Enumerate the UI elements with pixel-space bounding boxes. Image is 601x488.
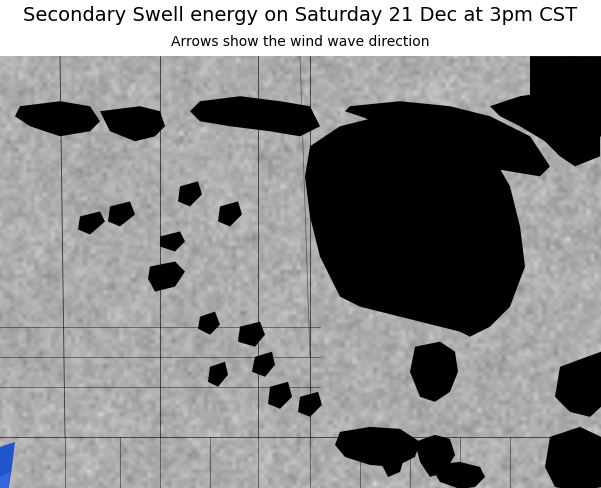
Polygon shape (15, 101, 100, 136)
Polygon shape (190, 96, 320, 136)
Polygon shape (555, 352, 601, 417)
Polygon shape (415, 435, 455, 477)
Polygon shape (545, 427, 601, 488)
Polygon shape (148, 262, 185, 292)
Polygon shape (430, 462, 485, 488)
Polygon shape (305, 116, 525, 337)
Polygon shape (252, 352, 275, 377)
Polygon shape (298, 392, 322, 417)
Polygon shape (490, 91, 600, 166)
Polygon shape (78, 211, 105, 234)
Polygon shape (108, 202, 135, 226)
Polygon shape (0, 472, 10, 488)
Polygon shape (238, 322, 265, 346)
Polygon shape (218, 202, 242, 226)
Polygon shape (178, 182, 202, 206)
Polygon shape (335, 427, 420, 467)
Polygon shape (345, 101, 550, 176)
Polygon shape (198, 312, 220, 335)
Text: Secondary Swell energy on Saturday 21 Dec at 3pm CST: Secondary Swell energy on Saturday 21 De… (23, 6, 578, 25)
Polygon shape (160, 231, 185, 251)
Polygon shape (0, 442, 15, 488)
Polygon shape (530, 56, 601, 146)
Polygon shape (382, 442, 405, 477)
Text: Arrows show the wind wave direction: Arrows show the wind wave direction (171, 35, 430, 49)
Polygon shape (100, 106, 165, 142)
Polygon shape (410, 342, 458, 402)
Polygon shape (268, 382, 292, 409)
Polygon shape (208, 362, 228, 387)
